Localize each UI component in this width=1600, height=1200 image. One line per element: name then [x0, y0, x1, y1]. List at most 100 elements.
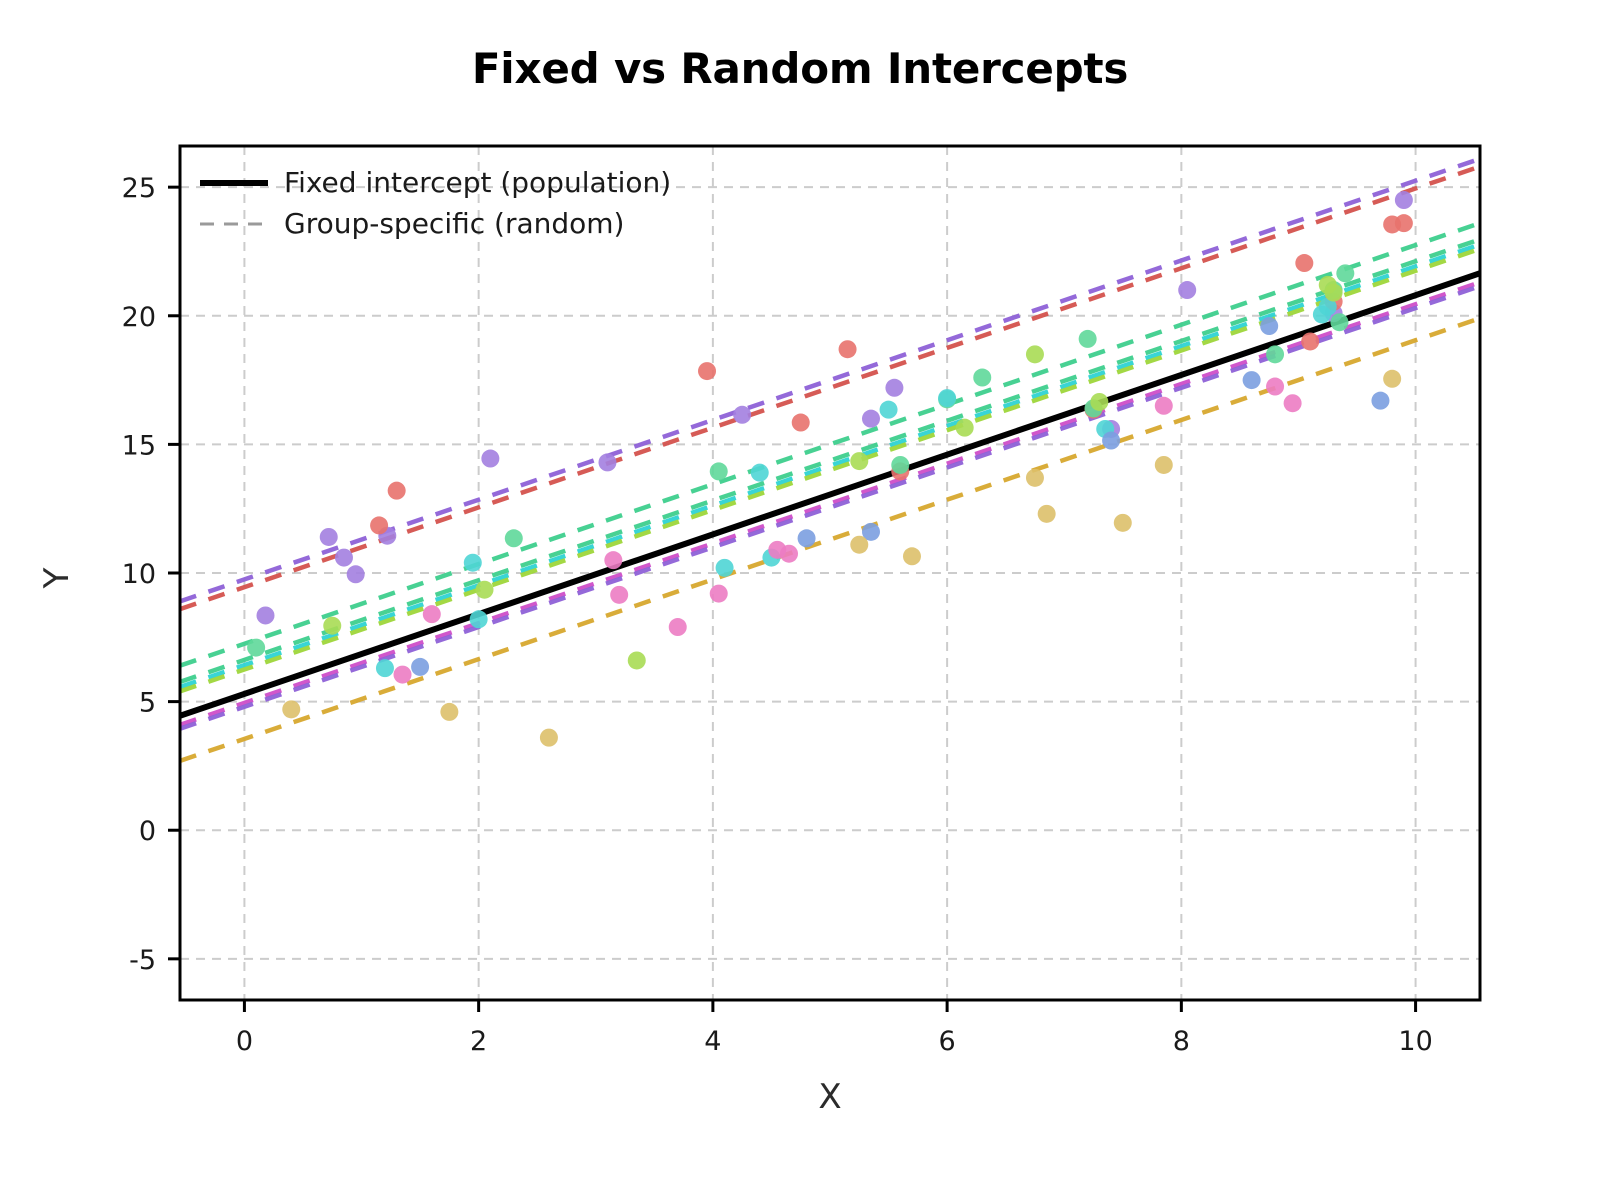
- y-axis-label: Y: [37, 567, 77, 589]
- scatter-point-gold: [539, 728, 558, 747]
- scatter-point-purple: [1394, 191, 1413, 210]
- x-tick-label: 4: [704, 1026, 721, 1057]
- scatter-point-purple: [733, 405, 752, 424]
- scatter-point-blue: [797, 529, 816, 548]
- y-tick-label: 0: [139, 816, 156, 847]
- random-intercept-line-G5: [180, 242, 1480, 690]
- x-tick-label: 0: [236, 1026, 253, 1057]
- scatter-point-pink: [780, 544, 799, 563]
- y-tick-label: 10: [122, 559, 156, 590]
- scatter-point-purple: [598, 453, 617, 472]
- scatter-point-red: [791, 413, 810, 432]
- scatter-point-pink: [610, 585, 629, 604]
- scatter-point-gold: [1383, 369, 1402, 388]
- scatter-point-purple: [861, 409, 880, 428]
- scatter-point-red: [838, 340, 857, 359]
- scatter-point-gold: [1025, 468, 1044, 487]
- y-tick-label: -5: [129, 945, 156, 976]
- random-intercept-line-G2: [180, 164, 1480, 612]
- scatter-point-cyan: [463, 553, 482, 572]
- scatter-point-purple: [334, 548, 353, 567]
- y-tick-label: 15: [122, 430, 156, 461]
- scatter-point-purple: [1178, 281, 1197, 300]
- y-tick-label: 25: [122, 173, 156, 204]
- scatter-point-green: [1078, 329, 1097, 348]
- scatter-point-purple: [885, 378, 904, 397]
- scatter-point-gold: [902, 547, 921, 566]
- scatter-point-purple: [481, 449, 500, 468]
- scatter-point-pink: [709, 584, 728, 603]
- scatter-point-blue: [1371, 391, 1390, 410]
- scatter-point-blue: [411, 657, 430, 676]
- scatter-point-yellow-green: [1090, 392, 1109, 411]
- random-intercept-line-G9: [180, 316, 1480, 763]
- scatter-point-blue: [1102, 431, 1121, 450]
- scatter-point-pink: [1283, 394, 1302, 413]
- scatter-point-pink: [604, 551, 623, 570]
- random-intercept-line-G3: [180, 220, 1480, 668]
- scatter-point-red: [1394, 214, 1413, 233]
- scatter-point-yellow-green: [475, 580, 494, 599]
- legend-label-1: Fixed intercept (population): [284, 166, 671, 199]
- scatter-point-yellow-green: [1318, 275, 1337, 294]
- scatter-point-gold: [282, 700, 301, 719]
- scatter-point-blue: [1260, 317, 1279, 336]
- scatter-point-yellow-green: [1025, 345, 1044, 364]
- x-axis-label: X: [818, 1077, 841, 1117]
- x-axis: 0 2 4 6 8 10: [236, 1000, 1433, 1057]
- scatter-point-yellow-green: [955, 418, 974, 437]
- x-tick-label: 8: [1173, 1026, 1190, 1057]
- scatter-point-red: [1301, 332, 1320, 351]
- scatter-point-yellow-green: [850, 452, 869, 471]
- scatter-point-blue: [1242, 371, 1261, 390]
- scatter-point-cyan: [469, 610, 488, 629]
- y-axis: -5 0 5 10 15 20 25: [122, 173, 180, 976]
- scatter-point-blue: [861, 522, 880, 541]
- scatter-point-pink: [422, 605, 441, 624]
- y-tick-label: 20: [122, 302, 156, 333]
- random-intercept-line-G7: [180, 280, 1480, 727]
- scatter-point-green: [247, 638, 266, 657]
- random-intercept-line-G4: [180, 237, 1480, 685]
- scatter-point-cyan: [1318, 297, 1337, 316]
- scatter-point-cyan: [938, 389, 957, 408]
- scatter-point-green: [709, 462, 728, 481]
- scatter-point-green: [504, 529, 523, 548]
- scatter-point-cyan: [879, 400, 898, 419]
- scatter-point-yellow-green: [627, 651, 646, 670]
- scatter-point-green: [1330, 313, 1349, 332]
- y-tick-label: 5: [139, 688, 156, 719]
- scatter-point-pink: [668, 618, 687, 637]
- scatter-point-red: [370, 516, 389, 535]
- random-intercept-line-G1: [180, 156, 1480, 604]
- page-title: Fixed vs Random Intercepts: [471, 44, 1129, 93]
- scatter-point-gold: [1113, 513, 1132, 532]
- scatter-point-cyan: [750, 463, 769, 482]
- scatter-point-gold: [440, 702, 459, 721]
- scatter-point-red: [1295, 254, 1314, 273]
- fixed-intercept-line: [180, 270, 1480, 719]
- scatter-point-green: [1266, 345, 1285, 364]
- scatter-point-green: [973, 368, 992, 387]
- scatter-point-cyan: [715, 558, 734, 577]
- scatter-point-gold: [1037, 504, 1056, 523]
- scatter-point-yellow-green: [323, 616, 342, 635]
- scatter-point-red: [387, 481, 406, 500]
- legend-label-2: Group-specific (random): [284, 207, 624, 240]
- data-points: [247, 191, 1413, 747]
- scatter-point-cyan: [375, 659, 394, 678]
- x-tick-label: 6: [939, 1026, 956, 1057]
- legend: Fixed intercept (population) Group-specif…: [200, 166, 671, 240]
- x-tick-label: 10: [1398, 1026, 1432, 1057]
- random-intercept-line-G8: [180, 283, 1480, 731]
- scatter-point-red: [698, 362, 717, 381]
- scatter-point-pink: [1154, 396, 1173, 415]
- scatter-point-purple: [346, 565, 365, 584]
- scatter-point-green: [891, 455, 910, 474]
- scatter-point-pink: [1266, 377, 1285, 396]
- grid-lines: [180, 146, 1480, 1000]
- scatter-point-pink: [393, 665, 412, 684]
- scatter-point-purple: [319, 527, 338, 546]
- scatter-point-green: [1336, 264, 1355, 283]
